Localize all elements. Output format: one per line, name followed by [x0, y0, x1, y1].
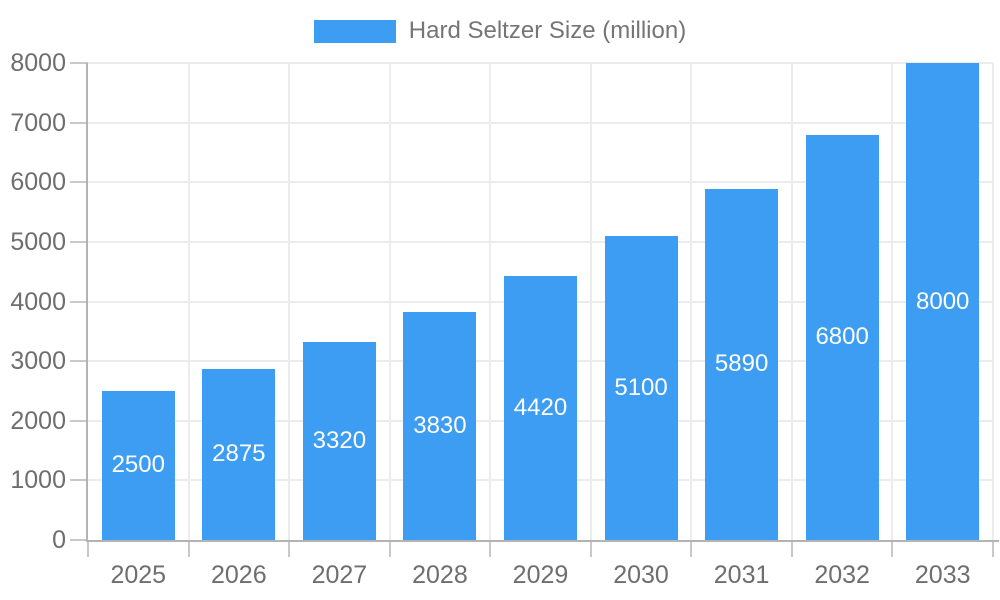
x-axis-tick: [489, 540, 492, 557]
y-tick-label: 7000: [10, 108, 66, 137]
bar-value-label: 6800: [815, 323, 869, 351]
h-gridline: [88, 240, 993, 243]
x-axis-tick: [87, 540, 89, 557]
bar-value-label: 2500: [111, 451, 165, 479]
bar-value-label: 3320: [312, 427, 367, 454]
bar[interactable]: 2500: [101, 390, 175, 540]
x-tick-label: 2026: [211, 561, 267, 589]
x-axis-tick: [187, 540, 190, 557]
y-tick-label: 1000: [10, 466, 66, 495]
bar-value-label: 4420: [513, 394, 568, 422]
bar[interactable]: 3320: [302, 342, 376, 540]
bar[interactable]: 8000: [906, 63, 980, 540]
v-gridline: [891, 63, 894, 540]
bar-value-label: 8000: [916, 287, 970, 315]
x-tick-label: 2030: [613, 561, 669, 589]
v-gridline: [992, 63, 994, 540]
y-tick-label: 3000: [10, 347, 66, 376]
y-axis-tick: [70, 300, 88, 303]
v-gridline: [187, 63, 190, 540]
legend: Hard Seltzer Size (million): [0, 17, 1000, 45]
y-axis-line: [86, 63, 88, 540]
bar-value-label: 5100: [614, 373, 668, 401]
x-tick-label: 2025: [110, 561, 167, 589]
h-gridline: [88, 121, 993, 124]
x-tick-label: 2027: [311, 561, 368, 589]
bar-value-label: 5890: [714, 350, 769, 378]
bar[interactable]: 5100: [604, 235, 678, 540]
y-axis-tick: [70, 419, 88, 422]
y-axis-tick: [70, 539, 88, 541]
v-gridline: [589, 63, 592, 540]
bar[interactable]: 3830: [403, 311, 477, 540]
v-gridline: [690, 63, 693, 540]
legend-label: Hard Seltzer Size (million): [408, 17, 687, 44]
y-axis-tick: [70, 479, 88, 482]
h-gridline: [88, 181, 993, 184]
x-tick-label: 2033: [914, 561, 971, 589]
bar-value-label: 3830: [413, 411, 467, 439]
y-axis-tick: [70, 121, 88, 124]
x-axis-tick: [690, 540, 693, 557]
x-tick-label: 2032: [814, 561, 870, 589]
h-gridline: [88, 62, 993, 64]
v-gridline: [489, 63, 492, 540]
legend-swatch: [313, 19, 396, 43]
x-tick-label: 2029: [512, 561, 569, 589]
v-gridline: [790, 63, 793, 540]
y-axis-tick: [70, 181, 88, 184]
y-axis-tick: [70, 240, 88, 243]
y-tick-label: 4000: [10, 287, 66, 316]
x-axis-tick: [589, 540, 592, 557]
x-axis-tick: [388, 540, 391, 557]
y-axis-tick: [70, 62, 88, 64]
bar[interactable]: 5890: [705, 188, 779, 540]
v-gridline: [288, 63, 291, 540]
x-axis-tick: [288, 540, 291, 557]
x-axis-tick: [891, 540, 894, 557]
legend-item-hard-seltzer[interactable]: Hard Seltzer Size (million): [313, 17, 687, 45]
y-tick-label: 0: [52, 526, 66, 554]
v-gridline: [388, 63, 391, 540]
x-tick-label: 2028: [412, 561, 468, 589]
x-tick-label: 2031: [713, 561, 770, 589]
bar-value-label: 2875: [212, 440, 266, 468]
x-axis-line: [86, 540, 999, 542]
y-axis-tick: [70, 360, 88, 363]
bar[interactable]: 2875: [202, 368, 276, 540]
y-tick-label: 6000: [10, 168, 66, 197]
bar[interactable]: 4420: [504, 276, 577, 540]
y-tick-label: 2000: [10, 406, 66, 435]
y-tick-label: 8000: [10, 49, 66, 77]
bar[interactable]: 6800: [805, 134, 879, 540]
x-axis-tick: [790, 540, 793, 557]
y-tick-label: 5000: [10, 227, 66, 256]
x-axis-tick: [992, 540, 994, 557]
